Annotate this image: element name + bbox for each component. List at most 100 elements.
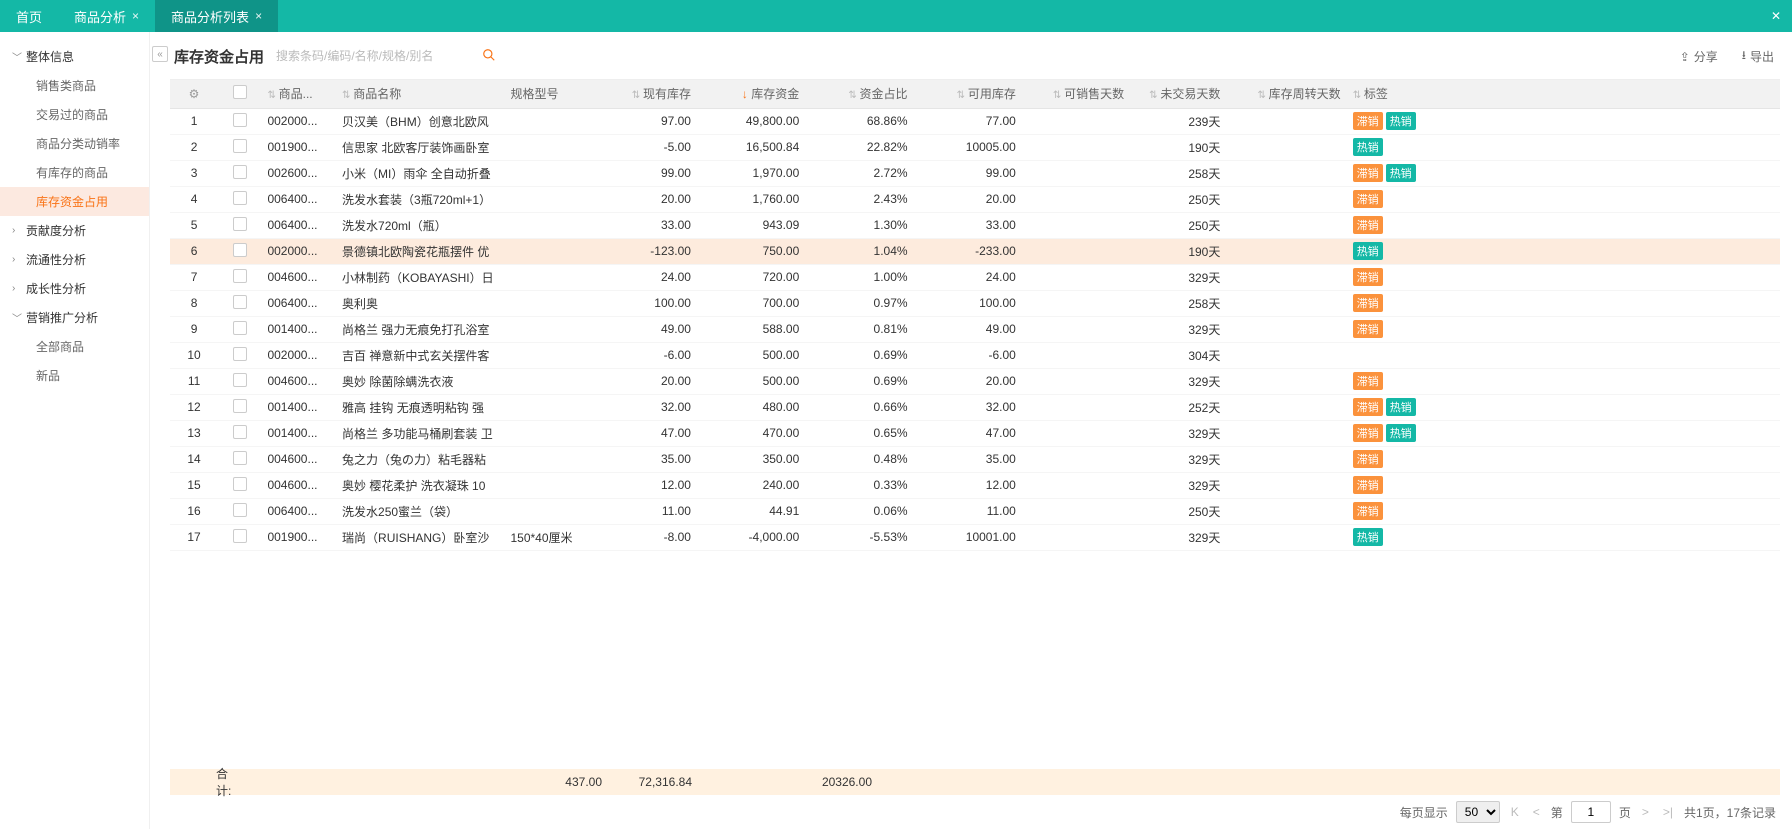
data-table: ⚙ 商品... 商品名称 规格型号 现有库存 库存资金 资金占比 可用库存 可销… <box>170 80 1780 551</box>
sidebar: ﹀整体信息销售类商品交易过的商品商品分类动销率有库存的商品库存资金占用›贡献度分… <box>0 32 150 829</box>
tag-badge: 滞销 <box>1353 216 1383 234</box>
select-all-checkbox[interactable] <box>233 85 247 99</box>
sidebar-group-header[interactable]: ›贡献度分析 <box>0 216 149 245</box>
totals-row: 合计: 437.00 72,316.84 20326.00 <box>170 769 1780 795</box>
sidebar-item[interactable]: 有库存的商品 <box>0 158 149 187</box>
table-row[interactable]: 5006400...洗发水720ml（瓶）33.00943.091.30%33.… <box>170 212 1780 238</box>
close-icon[interactable]: × <box>255 9 262 23</box>
row-checkbox[interactable] <box>233 165 247 179</box>
top-tab-bar: 首页商品分析×商品分析列表× ✕ <box>0 0 1792 32</box>
col-pct[interactable]: 资金占比 <box>805 80 913 108</box>
share-icon: ⇪ <box>1680 50 1690 64</box>
col-fund[interactable]: 库存资金 <box>697 80 805 108</box>
table-row[interactable]: 3002600...小米（MI）雨伞 全自动折叠99.001,970.002.7… <box>170 160 1780 186</box>
tag-badge: 滞销 <box>1353 372 1383 390</box>
table-row[interactable]: 7004600...小林制药（KOBAYASHI）日24.00720.001.0… <box>170 264 1780 290</box>
row-checkbox[interactable] <box>233 139 247 153</box>
tag-badge: 滞销 <box>1353 476 1383 494</box>
sidebar-group-label: 成长性分析 <box>26 280 86 297</box>
tag-badge: 滞销 <box>1353 268 1383 286</box>
row-checkbox[interactable] <box>233 503 247 517</box>
tag-badge: 热销 <box>1353 528 1383 546</box>
sidebar-item[interactable]: 全部商品 <box>0 332 149 361</box>
tag-badge: 滞销 <box>1353 190 1383 208</box>
row-checkbox[interactable] <box>233 529 247 543</box>
row-checkbox[interactable] <box>233 217 247 231</box>
sidebar-item[interactable]: 库存资金占用 <box>0 187 149 216</box>
sidebar-group-header[interactable]: › 成长性分析 <box>0 274 149 303</box>
sidebar-group-header[interactable]: › 流通性分析 <box>0 245 149 274</box>
chevron-down-icon: ﹀ <box>12 49 22 64</box>
col-tags[interactable]: 标签 <box>1347 80 1780 108</box>
table-row[interactable]: 15004600...奥妙 樱花柔护 洗衣凝珠 1012.00240.000.3… <box>170 472 1780 498</box>
chevron-right-icon: › <box>12 254 22 265</box>
row-checkbox[interactable] <box>233 451 247 465</box>
col-stock[interactable]: 现有库存 <box>589 80 697 108</box>
row-checkbox[interactable] <box>233 399 247 413</box>
col-code[interactable]: 商品... <box>261 80 336 108</box>
tag-badge: 滞销 <box>1353 502 1383 520</box>
top-tab[interactable]: 商品分析列表× <box>155 0 278 32</box>
close-all-tabs-button[interactable]: ✕ <box>1760 0 1792 32</box>
pager-last-button[interactable]: >| <box>1660 805 1676 819</box>
tag-badge: 热销 <box>1386 164 1416 182</box>
sidebar-group-header[interactable]: ﹀营销推广分析 <box>0 303 149 332</box>
sidebar-group-header[interactable]: ﹀整体信息 <box>0 42 149 71</box>
search-icon[interactable] <box>482 48 496 65</box>
table-row[interactable]: 6002000...景德镇北欧陶瓷花瓶摆件 优-123.00750.001.04… <box>170 238 1780 264</box>
sidebar-group-label: 流通性分析 <box>26 251 86 268</box>
search-input[interactable] <box>276 45 476 67</box>
table-row[interactable]: 8006400...奥利奥100.00700.000.97%100.00258天… <box>170 290 1780 316</box>
sidebar-group-label: 营销推广分析 <box>26 309 98 326</box>
row-checkbox[interactable] <box>233 295 247 309</box>
table-row[interactable]: 1002000...贝汉美（BHM）创意北欧风97.0049,800.0068.… <box>170 108 1780 134</box>
table-row[interactable]: 4006400...洗发水套装（3瓶720ml+1）20.001,760.002… <box>170 186 1780 212</box>
col-spec[interactable]: 规格型号 <box>504 80 588 108</box>
col-notrade[interactable]: 未交易天数 <box>1130 80 1226 108</box>
table-row[interactable]: 13001400...尚格兰 多功能马桶刷套装 卫47.00470.000.65… <box>170 420 1780 446</box>
table-row[interactable]: 12001400...雅高 挂钩 无痕透明粘钩 强32.00480.000.66… <box>170 394 1780 420</box>
collapse-sidebar-button[interactable]: « <box>152 46 168 62</box>
table-row[interactable]: 14004600...兔之力（兔の力）粘毛器粘35.00350.000.48%3… <box>170 446 1780 472</box>
table-row[interactable]: 9001400...尚格兰 强力无痕免打孔浴室49.00588.000.81%4… <box>170 316 1780 342</box>
row-checkbox[interactable] <box>233 321 247 335</box>
share-button[interactable]: ⇪ 分享 <box>1674 46 1724 67</box>
table-row[interactable]: 2001900...信思家 北欧客厅装饰画卧室-5.0016,500.8422.… <box>170 134 1780 160</box>
col-sell[interactable]: 可销售天数 <box>1022 80 1130 108</box>
col-turn[interactable]: 库存周转天数 <box>1226 80 1346 108</box>
table-row[interactable]: 17001900...瑞尚（RUISHANG）卧室沙150*40厘米-8.00-… <box>170 524 1780 550</box>
sidebar-item[interactable]: 销售类商品 <box>0 71 149 100</box>
table-row[interactable]: 10002000...吉百 禅意新中式玄关摆件客-6.00500.000.69%… <box>170 342 1780 368</box>
top-tab[interactable]: 商品分析× <box>58 0 155 32</box>
top-tab[interactable]: 首页 <box>0 0 58 32</box>
sidebar-item[interactable]: 新品 <box>0 361 149 390</box>
chevron-right-icon: › <box>12 283 22 294</box>
sidebar-item[interactable]: 交易过的商品 <box>0 100 149 129</box>
row-checkbox[interactable] <box>233 347 247 361</box>
gear-icon[interactable]: ⚙ <box>189 87 200 101</box>
table-row[interactable]: 16006400...洗发水250蜜兰（袋）11.0044.910.06%11.… <box>170 498 1780 524</box>
row-checkbox[interactable] <box>233 425 247 439</box>
row-checkbox[interactable] <box>233 191 247 205</box>
pager-next-button[interactable]: > <box>1639 805 1652 819</box>
page-size-select[interactable]: 50 <box>1456 801 1500 823</box>
pager-summary: 共1页，17条记录 <box>1684 804 1776 821</box>
table-row[interactable]: 11004600...奥妙 除菌除螨洗衣液20.00500.000.69%20.… <box>170 368 1780 394</box>
chevron-right-icon: › <box>12 225 22 236</box>
tag-badge: 热销 <box>1353 242 1383 260</box>
pager-first-button[interactable]: K <box>1508 805 1522 819</box>
sidebar-item[interactable]: 商品分类动销率 <box>0 129 149 158</box>
export-button[interactable]: ⭳ 导出 <box>1736 44 1780 69</box>
page-number-input[interactable] <box>1571 801 1611 823</box>
col-name[interactable]: 商品名称 <box>336 80 504 108</box>
col-avail[interactable]: 可用库存 <box>914 80 1022 108</box>
close-icon[interactable]: × <box>132 9 139 23</box>
pager-prev-button[interactable]: < <box>1530 805 1543 819</box>
tab-label: 首页 <box>16 7 42 26</box>
row-checkbox[interactable] <box>233 477 247 491</box>
row-checkbox[interactable] <box>233 373 247 387</box>
row-checkbox[interactable] <box>233 113 247 127</box>
row-checkbox[interactable] <box>233 243 247 257</box>
row-checkbox[interactable] <box>233 269 247 283</box>
tag-badge: 热销 <box>1353 138 1383 156</box>
